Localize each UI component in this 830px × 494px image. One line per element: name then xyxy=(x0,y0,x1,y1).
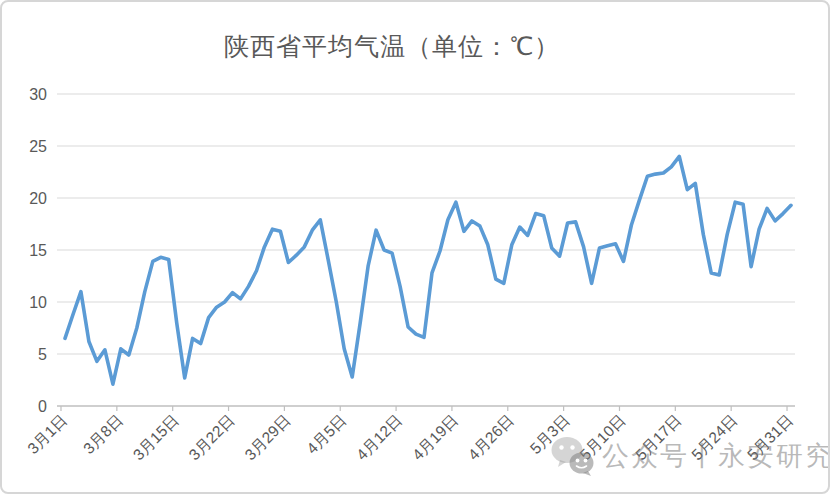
y-axis-tick-label: 15 xyxy=(29,242,47,259)
chart-title: 陕西省平均气温（单位：℃） xyxy=(2,30,782,63)
temperature-line-chart: 0510152025303月1日3月8日3月15日3月22日3月29日4月5日4… xyxy=(2,2,830,494)
y-axis-tick-label: 20 xyxy=(29,190,47,207)
x-axis-tick-label: 3月8日 xyxy=(80,411,126,457)
x-axis-tick-label: 3月15日 xyxy=(130,411,182,463)
x-axis-tick-label: 3月29日 xyxy=(241,411,293,463)
x-axis-tick-label: 5月10日 xyxy=(576,411,628,463)
x-axis-tick-label: 4月5日 xyxy=(303,411,349,457)
x-axis-tick-label: 5月31日 xyxy=(744,411,796,463)
x-axis-tick-label: 4月12日 xyxy=(353,411,405,463)
y-axis-tick-label: 10 xyxy=(29,294,47,311)
x-axis-tick-label: 5月24日 xyxy=(688,411,740,463)
y-axis-tick-label: 25 xyxy=(29,138,47,155)
y-axis-tick-label: 30 xyxy=(29,86,47,103)
x-axis-tick-label: 5月3日 xyxy=(527,411,573,457)
x-axis-tick-label: 4月26日 xyxy=(465,411,517,463)
temperature-series-line xyxy=(65,156,791,384)
x-axis-tick-label: 3月1日 xyxy=(24,411,70,457)
x-axis-tick-label: 3月22日 xyxy=(185,411,237,463)
chart-card: 陕西省平均气温（单位：℃） 0510152025303月1日3月8日3月15日3… xyxy=(0,0,830,494)
x-axis-tick-label: 5月17日 xyxy=(632,411,684,463)
y-axis-tick-label: 0 xyxy=(38,398,47,415)
y-axis-tick-label: 5 xyxy=(38,346,47,363)
x-axis-tick-label: 4月19日 xyxy=(409,411,461,463)
